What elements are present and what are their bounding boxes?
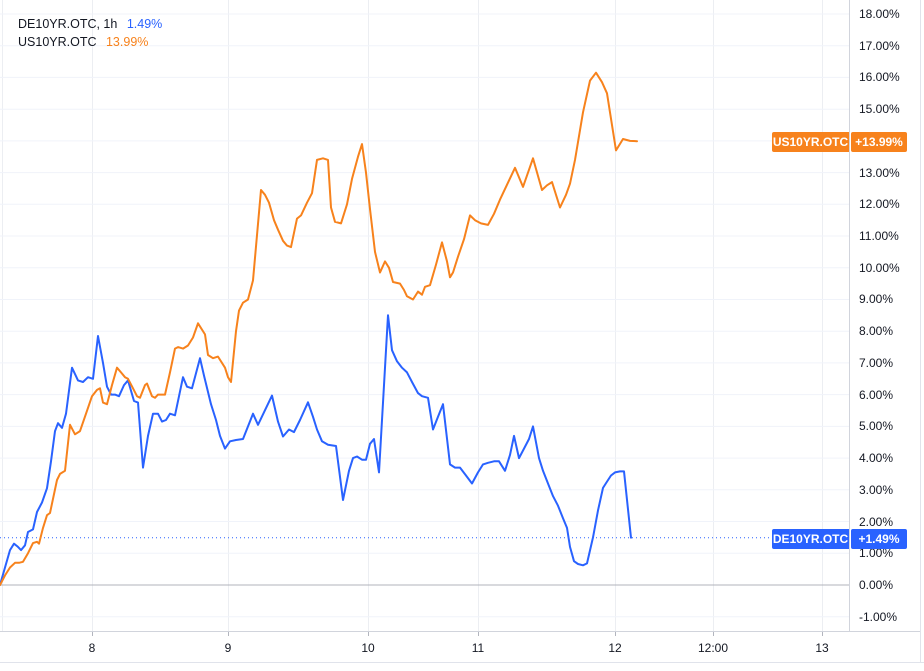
time-axis-tickmark xyxy=(822,632,823,636)
legend-value-de10yr: 1.49% xyxy=(126,17,163,31)
legend-symbol-us10yr[interactable]: US10YR.OTC xyxy=(18,35,97,49)
time-axis-tickmark xyxy=(228,632,229,636)
price-axis-tick-5.00: 5.00% xyxy=(859,419,894,434)
price-axis-tick-3.00: 3.00% xyxy=(859,482,894,497)
price-chart-plot[interactable] xyxy=(0,0,849,631)
price-axis-tick-11.00: 11.00% xyxy=(859,229,899,244)
price-axis-tick-8.00: 8.00% xyxy=(859,324,894,339)
time-axis-tickmark xyxy=(713,632,714,636)
legend-row-de10yr: DE10YR.OTC, 1h 1.49% xyxy=(18,15,162,33)
time-axis-label-10: 10 xyxy=(361,641,375,655)
price-axis-tick-10.00: 10.00% xyxy=(859,260,900,275)
price-axis-tick-15.00: 15.00% xyxy=(859,102,900,117)
price-axis-tick-7.00: 7.00% xyxy=(859,355,894,370)
price-label-symbol-de10yr-otc: DE10YR.OTC xyxy=(772,529,849,549)
right-border xyxy=(920,0,921,662)
chart-legend: DE10YR.OTC, 1h 1.49% US10YR.OTC 13.99% xyxy=(18,15,162,51)
time-axis-label-9: 9 xyxy=(224,641,232,655)
time-axis-tickmark xyxy=(478,632,479,636)
price-axis-tick--1.00: -1.00% xyxy=(859,609,898,624)
bottom-border xyxy=(0,662,924,663)
time-axis-label-1200: 12:00 xyxy=(697,641,729,655)
price-axis-tick-12.00: 12.00% xyxy=(859,197,900,212)
price-axis-tick-13.00: 13.00% xyxy=(859,165,900,180)
price-label-value-us10yr-otc: +13.99% xyxy=(851,132,907,152)
legend-row-us10yr: US10YR.OTC 13.99% xyxy=(18,33,162,51)
price-axis-tick-16.00: 16.00% xyxy=(859,70,900,85)
time-axis[interactable]: 8 9 10 11 12 12:00 13 xyxy=(0,631,920,662)
time-axis-label-8: 8 xyxy=(88,641,96,655)
price-axis-tick-6.00: 6.00% xyxy=(859,387,894,402)
price-axis-tick-0.00: 0.00% xyxy=(859,577,894,592)
price-axis-tick-4.00: 4.00% xyxy=(859,451,894,466)
time-axis-tickmark xyxy=(92,632,93,636)
price-axis-tick-17.00: 17.00% xyxy=(859,38,900,53)
time-axis-label-13: 13 xyxy=(815,641,829,655)
price-axis-tick-9.00: 9.00% xyxy=(859,292,894,307)
time-axis-label-11: 11 xyxy=(471,641,485,655)
time-axis-tickmark xyxy=(615,632,616,636)
price-label-value-de10yr-otc: +1.49% xyxy=(851,529,907,549)
legend-value-us10yr: 13.99% xyxy=(105,35,149,49)
price-label-symbol-us10yr-otc: US10YR.OTC xyxy=(772,132,849,152)
chart-canvas[interactable] xyxy=(0,0,849,631)
price-axis-tick-2.00: 2.00% xyxy=(859,514,894,529)
time-axis-tickmark xyxy=(368,632,369,636)
time-axis-label-12: 12 xyxy=(608,641,622,655)
price-axis-tick-1.00: 1.00% xyxy=(859,546,894,561)
price-axis-tick-18.00: 18.00% xyxy=(859,7,900,21)
legend-symbol-de10yr[interactable]: DE10YR.OTC, 1h xyxy=(18,17,118,31)
